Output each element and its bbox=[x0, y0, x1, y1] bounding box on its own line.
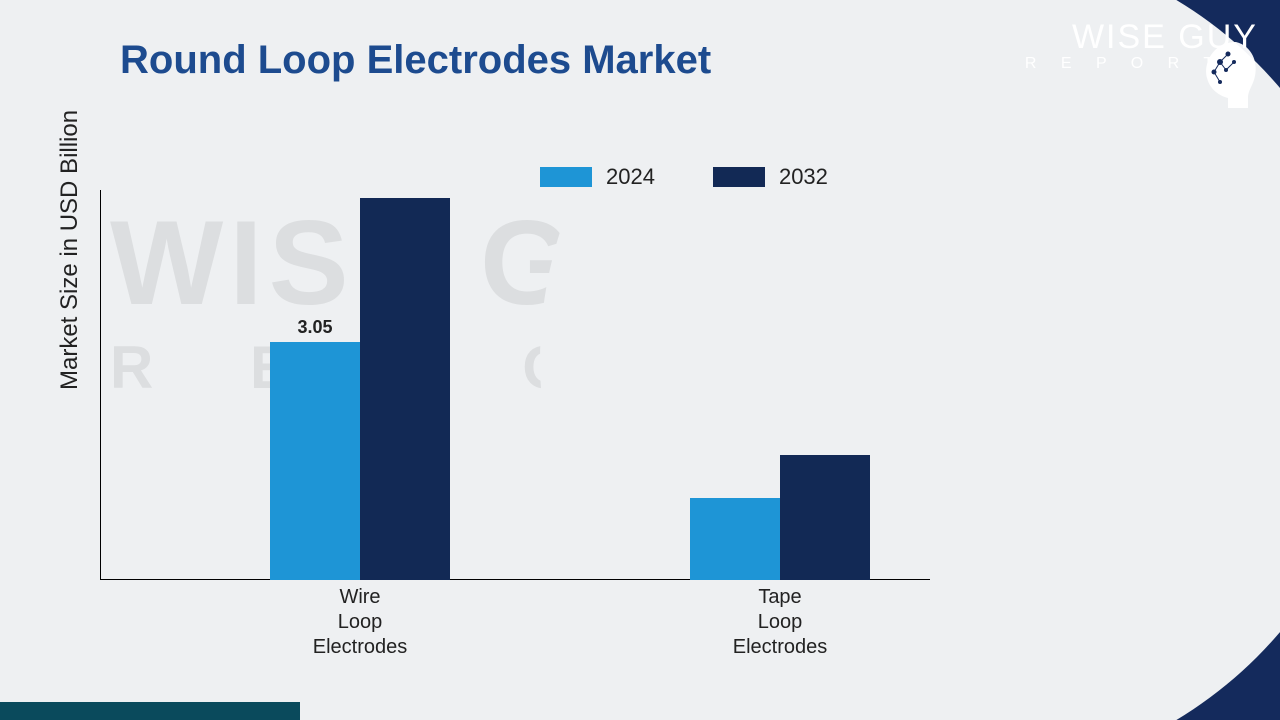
category-label: WireLoopElectrodes bbox=[300, 585, 420, 660]
chart-area: 3.05 WireLoopElectrodesTapeLoopElectrode… bbox=[100, 190, 930, 610]
bar-2024-1 bbox=[690, 498, 780, 580]
bar-2024-0 bbox=[270, 342, 360, 580]
legend-item-2024: 2024 bbox=[540, 164, 655, 190]
legend: 2024 2032 bbox=[540, 164, 828, 190]
legend-label-2032: 2032 bbox=[779, 164, 828, 190]
legend-swatch-2032 bbox=[713, 167, 765, 187]
brand-logo: WISE GUY R E P O R T S bbox=[1025, 18, 1258, 73]
legend-item-2032: 2032 bbox=[713, 164, 828, 190]
bar-2032-1 bbox=[780, 455, 870, 580]
footer-baseline bbox=[0, 702, 300, 720]
legend-swatch-2024 bbox=[540, 167, 592, 187]
brand-head-icon bbox=[1198, 40, 1258, 110]
chart-title: Round Loop Electrodes Market bbox=[120, 38, 711, 83]
y-axis-label: Market Size in USD Billion bbox=[56, 110, 84, 390]
brand-panel: WISE GUY R E P O R T S bbox=[960, 0, 1280, 720]
plot-area: 3.05 bbox=[100, 190, 930, 580]
bar-value-label: 3.05 bbox=[270, 317, 360, 338]
stage: WISE GUY R E P O R T S WISE GUY R E P O … bbox=[0, 0, 1280, 720]
legend-label-2024: 2024 bbox=[606, 164, 655, 190]
category-label: TapeLoopElectrodes bbox=[720, 585, 840, 660]
bar-2032-0 bbox=[360, 198, 450, 580]
y-axis-line bbox=[100, 190, 101, 580]
